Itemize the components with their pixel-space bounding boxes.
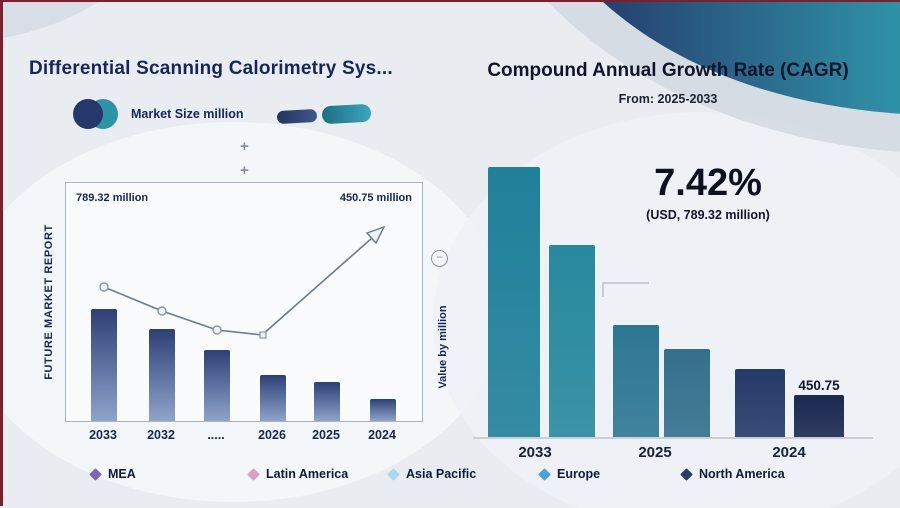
circle-minus-icon: − xyxy=(431,250,448,267)
legend-label: MEA xyxy=(108,467,136,481)
plus-icon: + xyxy=(240,138,249,155)
legend-item-asia-pacific: Asia Pacific xyxy=(387,467,477,481)
legend-pill-teal xyxy=(321,103,372,125)
trend-line-overlay xyxy=(99,225,386,339)
line-marker xyxy=(212,325,222,335)
x-axis-label: 2025 xyxy=(312,428,340,442)
bar-2033-1 xyxy=(488,167,540,437)
legend-item-latin-america: Latin America xyxy=(247,467,349,481)
legend-label: North America xyxy=(699,467,785,481)
legend-item-north-america: North America xyxy=(680,467,785,481)
bar-2024-1 xyxy=(735,369,785,437)
x-axis-label: 2026 xyxy=(258,428,286,442)
value-annotation: 450.75 xyxy=(798,378,840,393)
trend-line-down xyxy=(103,286,263,336)
market-size-legend-label: Market Size million xyxy=(131,107,244,121)
value-axis-label: Value by million xyxy=(437,305,449,389)
bar-2025-2 xyxy=(664,349,710,437)
teal-swoosh-top-right xyxy=(603,2,900,114)
legend-label: Europe xyxy=(557,467,601,481)
line-marker xyxy=(99,282,109,292)
region-legend: MEA Latin America Asia Pacific Europe North … xyxy=(3,467,894,491)
corner-band-top-left xyxy=(3,2,98,38)
x-axis-labels: 2033 2032..... 2026 2025 2024 xyxy=(65,428,423,446)
bar-2033 xyxy=(91,309,117,421)
gray-swoosh-top-right xyxy=(548,2,900,152)
market-size-icon-navy-disc xyxy=(73,99,103,129)
page-title: Differential Scanning Calorimetry Sys... xyxy=(29,58,393,79)
bar-..... xyxy=(204,350,230,421)
bar-series xyxy=(66,183,422,421)
bar-2025-1 xyxy=(613,325,659,437)
bar-2026 xyxy=(260,375,286,421)
legend-diamond-icon xyxy=(89,467,102,481)
cagr-note: (USD, 789.32 million) xyxy=(646,208,770,222)
x-axis-label: 2033 xyxy=(518,444,552,461)
plus-icon: + xyxy=(240,162,249,179)
x-axis-label: 2032 xyxy=(147,428,175,442)
x-axis-label: 2025 xyxy=(638,444,672,461)
x-axis-label: ..... xyxy=(207,428,225,442)
legend-diamond-icon xyxy=(387,467,400,481)
x-axis-label: 2024 xyxy=(368,428,396,442)
legend-pill-navy xyxy=(276,108,318,125)
arrow-head-icon xyxy=(365,225,386,245)
cagr-chart: 2033 2025 2024 450.75 xyxy=(473,160,873,461)
legend-label: Latin America xyxy=(266,467,349,481)
market-size-chart: 789.32 million 450.75 million xyxy=(65,182,423,422)
bar-2032 xyxy=(149,329,175,421)
legend-diamond-icon xyxy=(680,467,693,481)
bar-2033-2 xyxy=(549,245,595,437)
trend-line-up xyxy=(261,237,373,336)
step-line-decoration xyxy=(602,282,649,297)
cagr-value: 7.42% xyxy=(654,162,762,204)
bar-2024 xyxy=(370,399,396,421)
left-vertical-label: FUTURE MARKET REPORT xyxy=(43,224,55,380)
legend-diamond-icon xyxy=(247,467,260,481)
bar-2025 xyxy=(314,382,340,421)
line-marker xyxy=(157,306,167,316)
cagr-title: Compound Annual Growth Rate (CAGR) xyxy=(487,60,849,81)
x-axis-label: 2024 xyxy=(772,444,806,461)
legend-diamond-icon xyxy=(538,467,551,481)
x-axis-label: 2033 xyxy=(89,428,117,442)
legend-label: Asia Pacific xyxy=(406,467,477,481)
cagr-subtitle: From: 2025-2033 xyxy=(618,92,718,106)
x-axis-line xyxy=(473,437,873,439)
chart-end-value: 450.75 million xyxy=(339,192,412,204)
bar-2024-2 xyxy=(794,395,844,437)
legend-item-mea: MEA xyxy=(89,467,136,481)
market-size-icon xyxy=(73,99,118,129)
chart-start-value: 789.32 million xyxy=(76,192,149,204)
line-marker-square xyxy=(259,331,267,339)
legend-item-europe: Europe xyxy=(538,467,601,481)
